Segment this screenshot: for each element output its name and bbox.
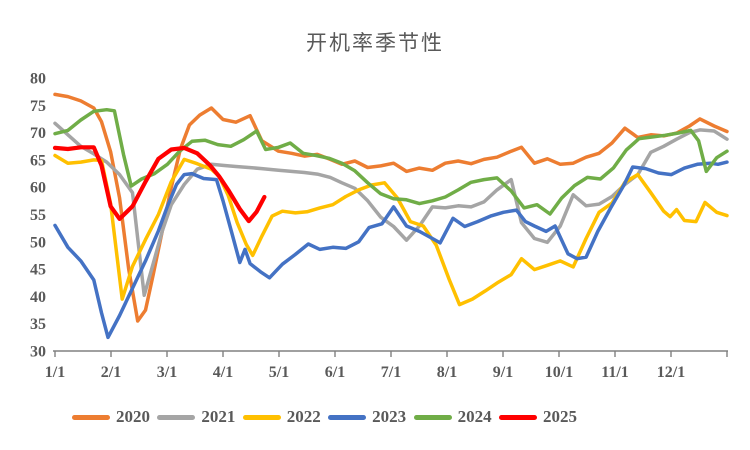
legend-label-2023: 2023	[372, 407, 407, 426]
legend-item-2024: 2024	[413, 407, 492, 427]
x-axis-tick-label: 7/1	[381, 364, 401, 381]
chart-title: 开机率季节性	[306, 32, 444, 55]
legend-label-2024: 2024	[457, 407, 492, 426]
y-axis-tick-label: 80	[30, 71, 46, 88]
legend-item-2020: 2020	[72, 407, 150, 427]
y-axis-tick-label: 60	[30, 180, 46, 197]
legend-swatch-2021	[157, 414, 196, 420]
series-line-2025	[52, 145, 267, 224]
legend-swatch-2022	[242, 414, 281, 420]
x-axis-tick-label: 9/1	[493, 364, 513, 381]
y-axis-tick-label: 45	[30, 262, 46, 279]
series-line-2020	[53, 92, 729, 323]
y-axis-tick-label: 65	[30, 152, 46, 169]
y-axis-tick-label: 70	[30, 125, 46, 142]
x-axis-tick-label: 8/1	[437, 364, 457, 381]
y-axis-tick-label: 40	[30, 289, 46, 306]
series-line-2023	[53, 160, 729, 340]
legend-item-2021: 2021	[157, 407, 235, 427]
x-axis-tick-label: 10/1	[545, 364, 573, 381]
x-axis-tick-label: 6/1	[325, 364, 345, 381]
legend: 2020 2021 2022 2023 2024 2025	[72, 407, 577, 427]
y-axis-tick-label: 55	[30, 207, 46, 224]
y-axis-tick-label: 50	[30, 234, 46, 251]
x-axis-tick-label: 12/1	[657, 364, 685, 381]
x-axis-tick-label: 5/1	[269, 364, 289, 381]
y-axis-tick-label: 35	[30, 316, 46, 333]
legend-swatch-2024	[413, 414, 452, 420]
y-axis-tick-label: 30	[30, 344, 46, 361]
legend-label-2020: 2020	[116, 407, 150, 426]
legend-item-2022: 2022	[242, 407, 321, 427]
x-axis-tick-label: 11/1	[601, 364, 629, 381]
y-axis-tick-label: 75	[30, 98, 46, 115]
legend-swatch-2025	[498, 414, 537, 420]
series-line-2022	[53, 153, 729, 307]
series-line-2024	[53, 107, 729, 216]
legend-label-2021: 2021	[201, 407, 236, 426]
legend-item-2025: 2025	[498, 407, 577, 427]
legend-item-2023: 2023	[328, 407, 406, 427]
legend-swatch-2020	[72, 414, 110, 420]
x-axis-tick-label: 2/1	[101, 364, 121, 381]
legend-label-2022: 2022	[286, 407, 321, 426]
x-axis-tick-label: 4/1	[213, 364, 233, 381]
x-axis-tick-label: 1/1	[45, 364, 65, 381]
legend-swatch-2023	[328, 414, 367, 420]
series-line-2021	[53, 121, 729, 298]
x-axis-tick-label: 3/1	[157, 364, 177, 381]
legend-label-2025: 2025	[542, 407, 577, 426]
